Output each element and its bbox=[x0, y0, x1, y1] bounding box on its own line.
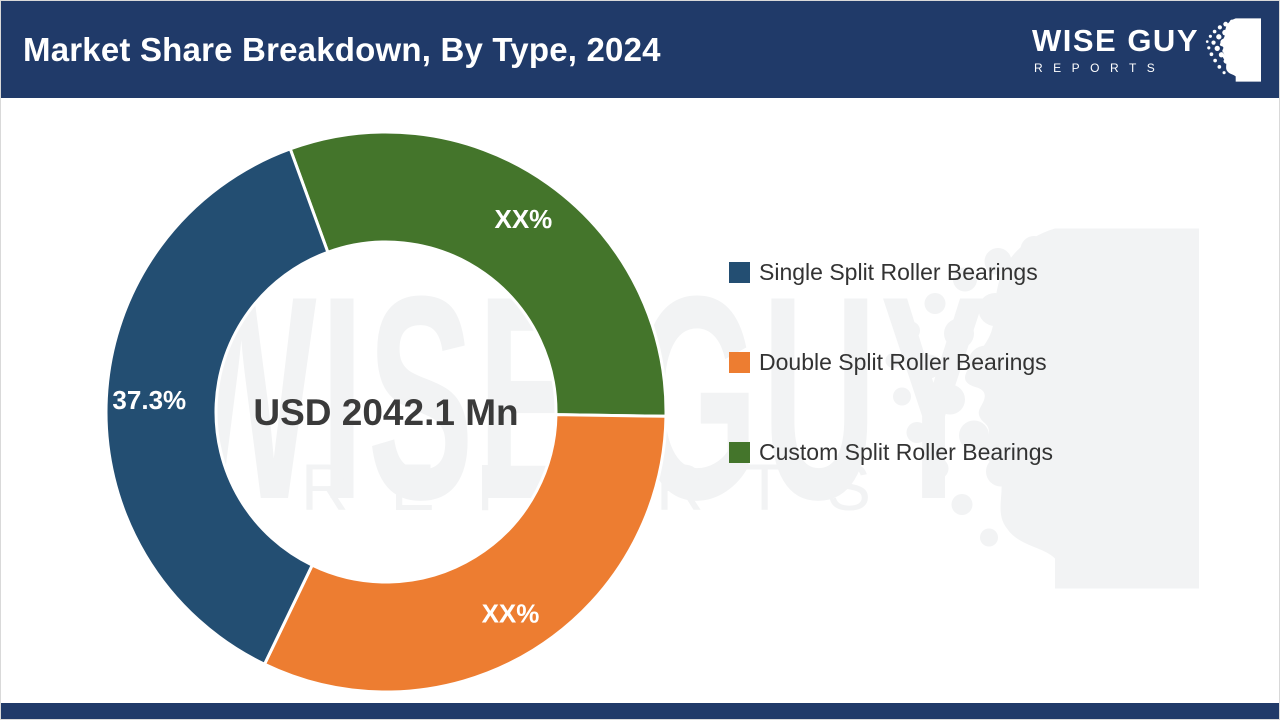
legend-swatch bbox=[729, 441, 750, 463]
footer-bar bbox=[1, 703, 1279, 719]
legend-item: Single Split Roller Bearings bbox=[729, 257, 1038, 287]
segment-value-label: XX% bbox=[494, 204, 552, 234]
brand-logo: WISE GUY REPORTS bbox=[1032, 12, 1261, 88]
logo-face-icon bbox=[1205, 17, 1261, 82]
legend-swatch bbox=[729, 351, 750, 373]
legend-label: Custom Split Roller Bearings bbox=[759, 438, 1054, 465]
legend-label: Double Split Roller Bearings bbox=[759, 348, 1047, 375]
logo-wordmark: WISE GUY bbox=[1031, 22, 1199, 58]
brand-logo-text: WISE GUY REPORTS bbox=[1032, 25, 1199, 75]
header: Market Share Breakdown, By Type, 2024 WI… bbox=[1, 1, 1279, 98]
logo-subtext: REPORTS bbox=[1033, 60, 1166, 75]
legend-item: Double Split Roller Bearings bbox=[729, 347, 1047, 377]
segment-value-label: XX% bbox=[482, 599, 540, 629]
legend-label: Single Split Roller Bearings bbox=[759, 258, 1038, 285]
watermark-face-icon bbox=[885, 228, 1199, 589]
page-title: Market Share Breakdown, By Type, 2024 bbox=[23, 30, 661, 68]
legend-item: Custom Split Roller Bearings bbox=[729, 437, 1053, 467]
legend-swatch bbox=[729, 261, 750, 283]
